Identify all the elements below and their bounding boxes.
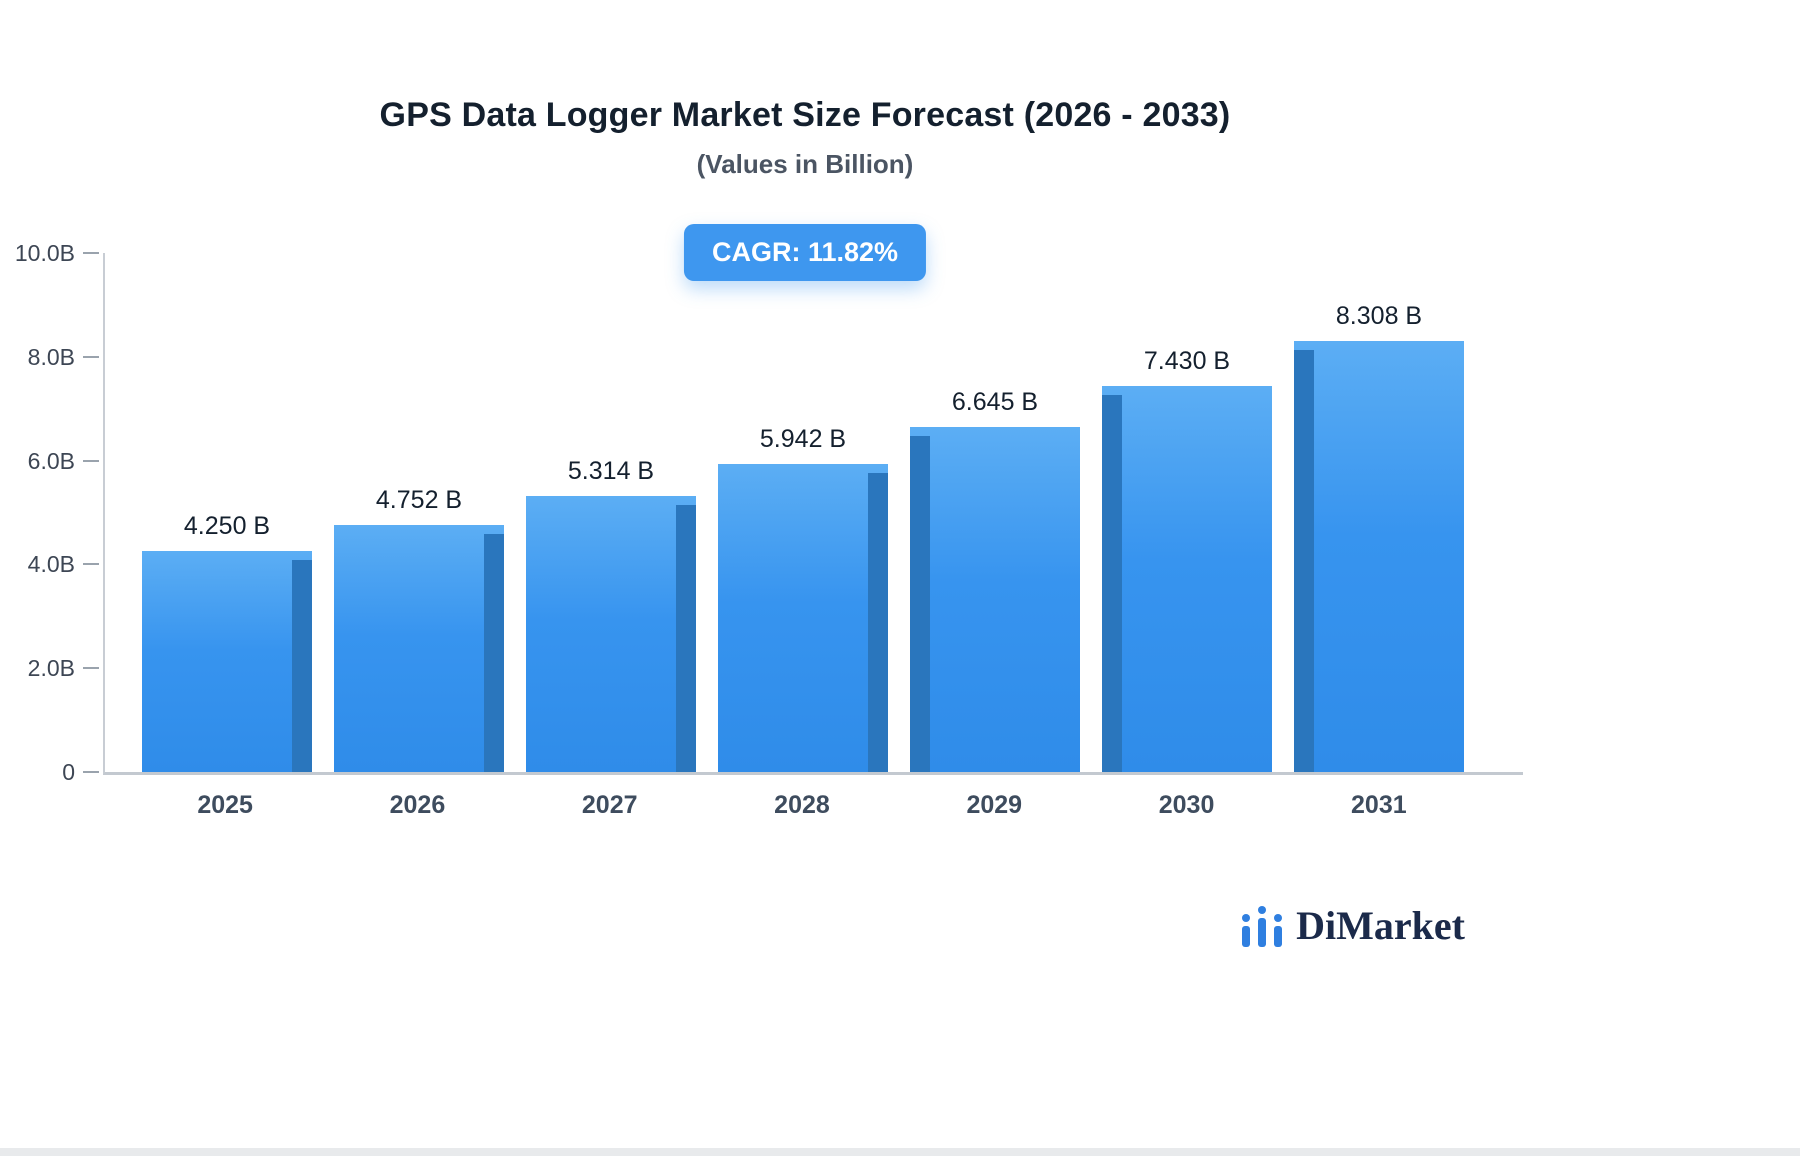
bar-group: 4.250 B [131,253,323,772]
y-tick-dash [83,667,99,670]
bar-group: 5.314 B [515,253,707,772]
bar [333,525,505,772]
x-axis-label: 2028 [774,791,830,819]
brand-logo: DiMarket [1240,902,1465,949]
bar [141,551,313,772]
bar-group: 8.308 B [1283,253,1475,773]
y-tick-dash [83,771,99,773]
bar-value-label: 6.645 B [951,388,1039,417]
bar-value-label: 7.430 B [1143,347,1231,376]
bottom-strip [0,1148,1800,1156]
plot-area: 10.0B 8.0B 6.0B 4.0B 2.0B 0 4.250 B 4.752 B 5.3… [15,240,1523,785]
y-tick-label: 0 [62,759,75,785]
bar-group: 5.942 B [707,253,899,773]
bar-value-label: 5.942 B [759,424,847,453]
y-tick-dash [83,459,99,462]
brand-name: DiMarket [1296,903,1465,948]
bar [717,463,889,773]
cagr-badge: CAGR: 11.82% [683,224,927,281]
x-axis-label: 2026 [389,791,446,819]
x-axis-label: 2031 [1351,791,1407,819]
chart-title: GPS Data Logger Market Size Forecast (20… [379,96,1231,134]
y-tick-label: 8.0B [27,343,75,370]
y-tick-label: 6.0B [27,447,75,474]
y-tick-label: 4.0B [27,551,75,578]
bar [909,427,1081,772]
dimarket-bars-icon [1240,905,1284,947]
bar [525,496,697,772]
x-axis-label: 2025 [197,791,253,819]
bar-value-label: 5.314 B [567,457,655,486]
y-tick-dash [83,252,99,254]
bar-chart: 10.0B 8.0B 6.0B 4.0B 2.0B 0 4.250 B 4.752 B 5.3… [15,240,1523,820]
x-axis: 2025 2026 2027 2028 2029 2030 2031 [103,791,1523,820]
chart-subtitle: (Values in Billion) [696,149,914,179]
bar-group: 6.645 B [899,253,1091,772]
y-tick-dash [83,563,99,566]
chart-header: GPS Data Logger Market Size Forecast (20… [0,0,1610,180]
bar [1293,340,1465,773]
bar-group: 4.752 B [323,253,515,772]
bar-group: 7.430 B [1091,253,1283,772]
x-axis-label: 2027 [581,791,638,819]
bar [1101,386,1273,772]
x-axis-label: 2030 [1158,791,1215,819]
bar-value-label: 4.752 B [375,486,463,515]
bar-value-label: 4.250 B [183,512,271,541]
y-tick-label: 2.0B [27,655,75,682]
bars-container: 4.250 B 4.752 B 5.314 B 5.942 B 6.645 B 7.430… [105,253,1523,773]
bar-value-label: 8.308 B [1335,301,1423,330]
y-tick-dash [83,355,99,358]
y-tick-label: 10.0B [14,240,75,266]
x-axis-label: 2029 [966,791,1023,819]
